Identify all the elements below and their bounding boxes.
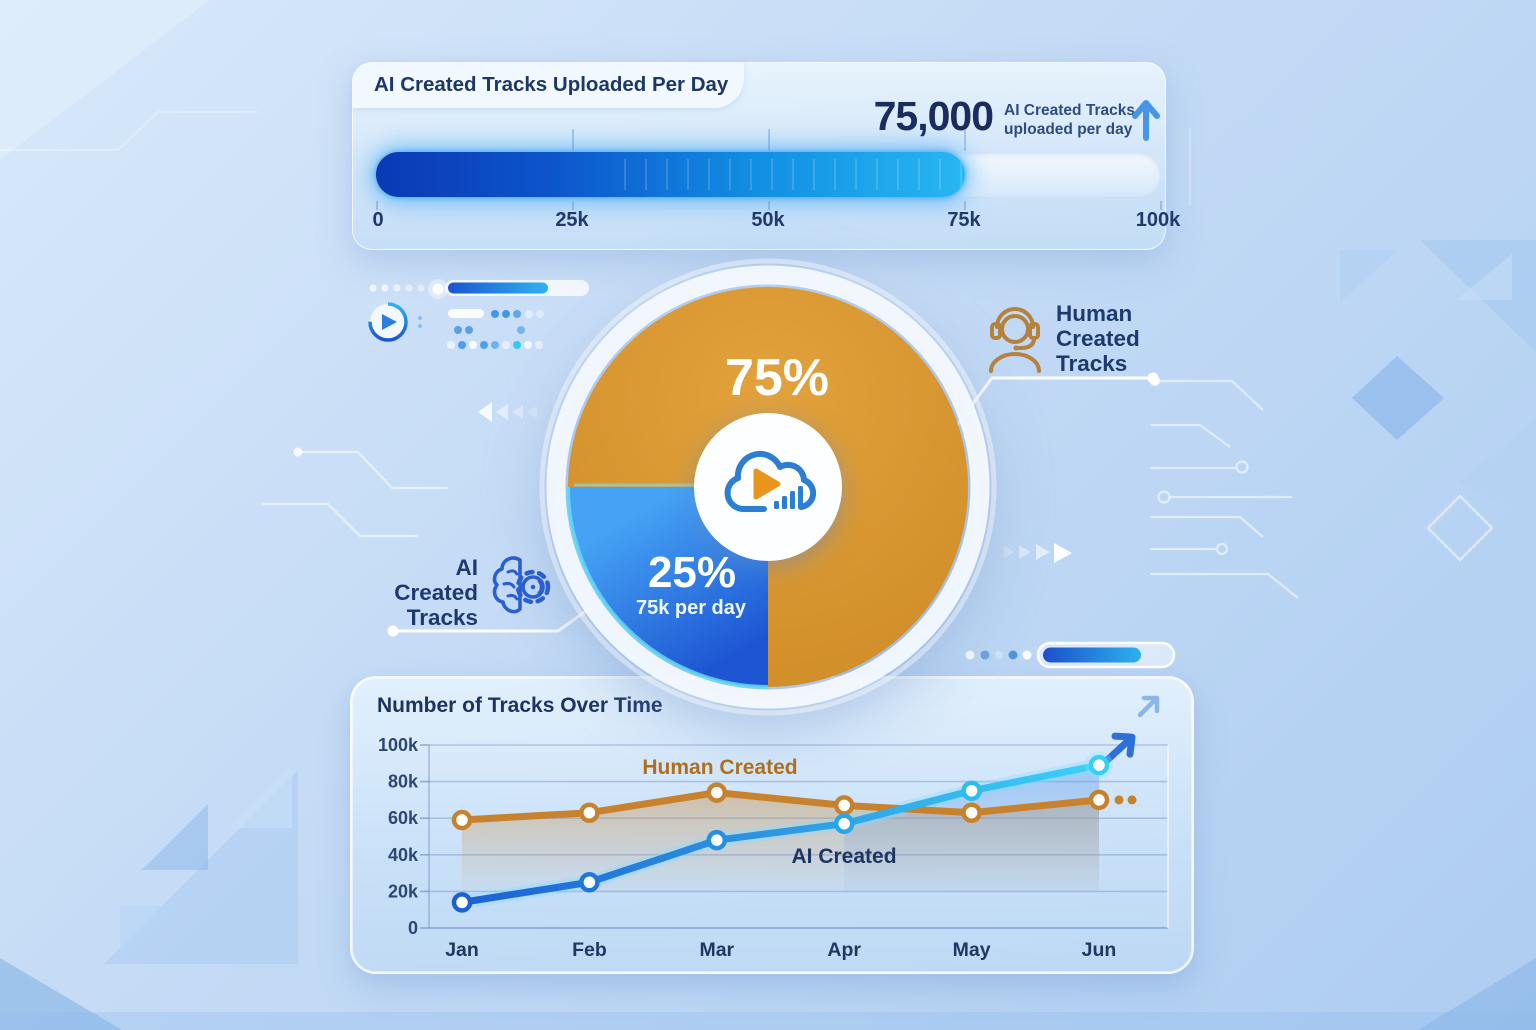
x-axis-label: Apr bbox=[827, 939, 861, 961]
ai-line bbox=[458, 761, 1103, 906]
tracks-pie-chart: 75% 25% 75k per day bbox=[539, 258, 997, 716]
ai-data-point bbox=[451, 892, 473, 913]
ai-trend-arrow-head bbox=[1111, 732, 1136, 758]
y-axis-label: 0 bbox=[408, 918, 418, 938]
trend-up-icon bbox=[1132, 100, 1160, 141]
x-axis-label: Jan bbox=[445, 939, 479, 961]
stat-label-line1: AI Created Tracks bbox=[1004, 102, 1135, 119]
daily-uploads-card: AI Created Tracks Uploaded Per Day 75,00… bbox=[352, 62, 1180, 250]
scale-tick bbox=[572, 201, 574, 210]
ai-data-point bbox=[1088, 754, 1110, 776]
expand-arrow-icon[interactable] bbox=[1135, 692, 1163, 720]
human-tracks-label: Human Created Tracks bbox=[1056, 301, 1140, 377]
x-axis-label: May bbox=[953, 939, 991, 961]
scale-label-0: 0 bbox=[372, 209, 384, 231]
uploads-stat-value: 75,000 bbox=[873, 93, 994, 139]
ai-data-point bbox=[833, 813, 855, 834]
chevron-left-icons bbox=[478, 402, 537, 422]
scale-tick bbox=[768, 201, 770, 210]
tracks-over-time-card: Number of Tracks Over Time 100k 80k 60k 40k… bbox=[350, 676, 1194, 974]
upload-progress-fill bbox=[376, 152, 965, 197]
human-data-point bbox=[833, 795, 855, 816]
scale-tick bbox=[768, 129, 770, 151]
human-trailing-dot bbox=[1114, 795, 1124, 805]
cloud-play-icon bbox=[724, 451, 817, 513]
y-axis-label: 80k bbox=[388, 772, 419, 792]
human-data-point bbox=[961, 802, 982, 823]
pie-white-ring bbox=[546, 265, 990, 709]
pie-value-ai: 25% bbox=[648, 548, 736, 597]
human-series-label: Human Created bbox=[642, 756, 797, 779]
scale-label-75k: 75k bbox=[947, 209, 981, 231]
mini-bars-icon bbox=[774, 486, 803, 509]
media-player-decoration bbox=[368, 279, 589, 349]
scale-tick bbox=[1160, 201, 1162, 210]
scale-label-100k: 100k bbox=[1135, 209, 1181, 231]
human-data-point bbox=[579, 802, 600, 823]
x-axis-label: Feb bbox=[572, 939, 607, 961]
brain-gear-icon bbox=[492, 556, 551, 614]
colon-dot bbox=[417, 323, 423, 329]
y-axis-label: 60k bbox=[388, 808, 419, 828]
ai-tracks-label: AI Created Tracks bbox=[394, 555, 478, 631]
card-tab: AI Created Tracks Uploaded Per Day bbox=[352, 62, 744, 108]
stat-label-line2: uploaded per day bbox=[1004, 121, 1133, 139]
connector-dot-ai bbox=[387, 625, 399, 637]
equalizer-dot-matrix bbox=[447, 309, 544, 349]
ai-data-point bbox=[961, 780, 982, 801]
human-data-point bbox=[451, 809, 473, 831]
scale-label-25k: 25k bbox=[555, 209, 589, 231]
human-data-point bbox=[1088, 789, 1110, 811]
human-line bbox=[458, 789, 1103, 824]
scale-tick bbox=[964, 129, 966, 151]
ai-trend-arrow-icon bbox=[1101, 735, 1134, 766]
pie-ai-rim bbox=[566, 486, 769, 689]
y-axis-label: 100k bbox=[378, 735, 419, 755]
x-axis-label: Jun bbox=[1082, 939, 1117, 961]
colon-dot bbox=[417, 315, 423, 321]
chart-title: Number of Tracks Over Time bbox=[377, 694, 663, 717]
dot-row bbox=[369, 279, 448, 299]
circuit-traces bbox=[0, 110, 1299, 599]
ai-data-point bbox=[579, 872, 600, 893]
ai-series-label: AI Created bbox=[791, 845, 896, 868]
y-axis-label: 40k bbox=[388, 845, 419, 865]
scale-tick bbox=[376, 201, 378, 210]
pie-sublabel-ai: 75k per day bbox=[636, 597, 747, 619]
scale-label-50k: 50k bbox=[751, 209, 785, 231]
pie-outer-faint-ring bbox=[539, 258, 997, 716]
ai-data-point bbox=[706, 829, 728, 851]
connector-dot-human bbox=[1147, 372, 1159, 384]
upload-progress-track bbox=[376, 152, 1161, 197]
top-card-title: AI Created Tracks Uploaded Per Day bbox=[374, 73, 729, 96]
x-axis-label: Mar bbox=[699, 939, 734, 961]
pie-value-human: 75% bbox=[725, 349, 829, 407]
y-axis-label: 20k bbox=[388, 881, 419, 901]
scale-tick bbox=[572, 129, 574, 151]
mini-progress-bar bbox=[445, 280, 589, 296]
headset-person-icon bbox=[989, 307, 1041, 373]
line-chart: 100k 80k 60k 40k 20k 0 Jan Feb Mar Apr May Jun Human… bbox=[378, 732, 1169, 961]
mini-progress-decoration bbox=[965, 641, 1176, 669]
ai-area-fill bbox=[844, 765, 1099, 891]
scale-tick bbox=[964, 201, 966, 210]
play-button-icon[interactable] bbox=[368, 302, 408, 342]
uploads-stat-label: AI Created Tracks uploaded per day bbox=[1004, 101, 1144, 140]
chevron-right-icons bbox=[1004, 543, 1072, 563]
human-trailing-dot bbox=[1127, 795, 1137, 805]
human-data-point bbox=[706, 782, 728, 803]
